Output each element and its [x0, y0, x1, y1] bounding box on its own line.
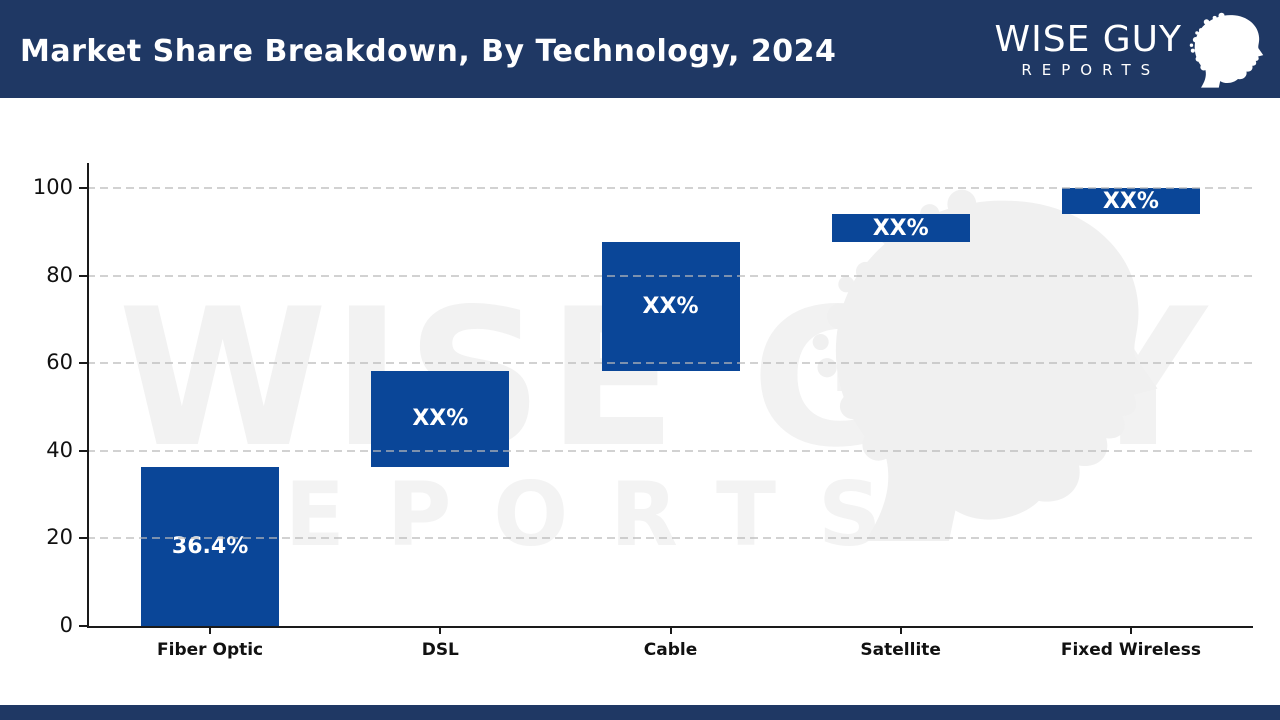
y-tick — [79, 274, 87, 277]
bar-value-label: XX% — [642, 293, 699, 319]
gridline-80 — [87, 274, 1253, 277]
x-tick — [1129, 626, 1132, 634]
logo-wordmark: WISE GUY — [994, 19, 1182, 61]
x-tick-label: DSL — [421, 640, 459, 660]
x-tick-label: Fixed Wireless — [1060, 640, 1201, 660]
footer-bar — [0, 705, 1280, 720]
bar-cable: XX% — [601, 241, 740, 372]
x-tick — [899, 626, 902, 634]
logo-text: WISE GUY REPORTS — [995, 21, 1183, 79]
plot-area: WISE GUY REPORTS 36.4% Fi — [0, 98, 1280, 705]
wise-guy-logo: WISE GUY REPORTS — [995, 6, 1269, 94]
x-tick-label: Cable — [643, 640, 698, 660]
y-tick — [79, 449, 87, 452]
y-tick — [79, 537, 87, 540]
header: Market Share Breakdown, By Technology, 2… — [0, 0, 1280, 98]
x-tick-label: Satellite — [860, 640, 941, 660]
x-tick — [439, 626, 442, 634]
y-axis-line — [87, 163, 89, 628]
x-tick — [669, 626, 672, 634]
gridline-100 — [87, 187, 1253, 189]
watermark-text-line2: REPORTS — [175, 463, 924, 566]
bar-satellite: XX% — [831, 214, 970, 242]
x-axis-line — [87, 626, 1253, 628]
y-tick-label: 20 — [46, 525, 73, 550]
y-tick — [79, 625, 87, 627]
chart-title: Market Share Breakdown, By Technology, 2… — [20, 34, 837, 69]
bar-value-label: XX% — [412, 406, 469, 432]
gridline-40 — [87, 449, 1253, 452]
bar-value-label: XX% — [872, 215, 929, 241]
y-tick — [79, 187, 87, 189]
bar-fixed-wireless: XX% — [1061, 188, 1200, 215]
gridline-60 — [87, 362, 1253, 365]
bar-dsl: XX% — [371, 371, 510, 467]
y-tick-label: 40 — [46, 437, 73, 462]
y-tick-label: 100 — [32, 175, 73, 199]
bar-fiber-optic: 36.4% — [141, 466, 280, 626]
gridline-20 — [87, 537, 1253, 540]
y-tick-label: 80 — [46, 262, 73, 287]
bar-value-label: XX% — [1102, 188, 1159, 214]
y-tick-label: 0 — [59, 613, 73, 637]
x-tick-label: Fiber Optic — [157, 640, 264, 660]
y-tick — [79, 362, 87, 365]
y-tick-label: 60 — [46, 350, 73, 375]
x-tick — [209, 626, 212, 634]
wise-guy-head-icon — [1189, 12, 1264, 88]
logo-subtitle: REPORTS — [1021, 60, 1161, 79]
